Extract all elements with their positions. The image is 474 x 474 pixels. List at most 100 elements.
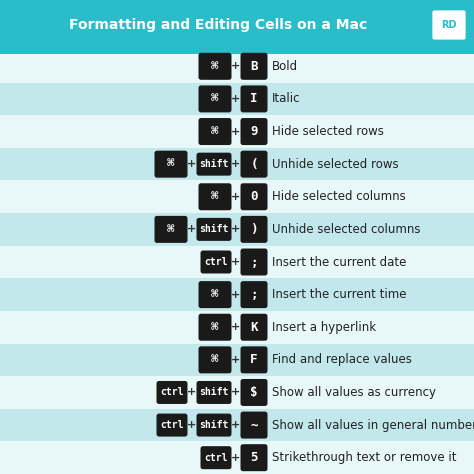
Text: Strikethrough text or remove it: Strikethrough text or remove it: [272, 451, 456, 464]
FancyBboxPatch shape: [0, 246, 474, 278]
FancyBboxPatch shape: [0, 25, 474, 50]
Text: shift: shift: [199, 224, 228, 234]
FancyBboxPatch shape: [0, 409, 474, 441]
Text: +: +: [187, 224, 197, 234]
FancyBboxPatch shape: [199, 53, 231, 80]
FancyBboxPatch shape: [0, 213, 474, 246]
Text: ⌘: ⌘: [211, 353, 219, 366]
FancyBboxPatch shape: [0, 82, 474, 115]
Text: ctrl: ctrl: [204, 453, 228, 463]
Text: Find and replace values: Find and replace values: [272, 353, 412, 366]
FancyBboxPatch shape: [240, 314, 267, 341]
Text: ⌘: ⌘: [211, 190, 219, 203]
Text: +: +: [231, 453, 241, 463]
Text: shift: shift: [199, 159, 228, 169]
Text: ⌘: ⌘: [211, 60, 219, 73]
Text: I: I: [250, 92, 258, 105]
Text: +: +: [231, 94, 241, 104]
Text: ⌘: ⌘: [211, 92, 219, 105]
Text: ⌘: ⌘: [167, 158, 175, 171]
Text: ctrl: ctrl: [204, 257, 228, 267]
FancyBboxPatch shape: [240, 281, 267, 308]
Text: ctrl: ctrl: [160, 420, 184, 430]
Text: ;: ;: [250, 288, 258, 301]
Text: 5: 5: [250, 451, 258, 464]
Text: +: +: [231, 387, 241, 398]
Text: +: +: [187, 387, 197, 398]
Text: Unhide selected rows: Unhide selected rows: [272, 158, 399, 171]
FancyBboxPatch shape: [0, 0, 474, 54]
Text: +: +: [187, 420, 197, 430]
FancyBboxPatch shape: [240, 53, 267, 80]
FancyBboxPatch shape: [240, 216, 267, 243]
Text: Formatting and Editing Cells on a Mac: Formatting and Editing Cells on a Mac: [69, 18, 367, 32]
FancyBboxPatch shape: [199, 85, 231, 112]
FancyBboxPatch shape: [431, 9, 467, 41]
FancyBboxPatch shape: [240, 151, 267, 178]
FancyBboxPatch shape: [0, 344, 474, 376]
FancyBboxPatch shape: [0, 376, 474, 409]
Text: Hide selected rows: Hide selected rows: [272, 125, 384, 138]
FancyBboxPatch shape: [0, 115, 474, 148]
FancyBboxPatch shape: [199, 183, 231, 210]
Text: +: +: [231, 159, 241, 169]
Text: +: +: [231, 322, 241, 332]
Text: +: +: [187, 159, 197, 169]
FancyBboxPatch shape: [197, 153, 231, 176]
FancyBboxPatch shape: [197, 414, 231, 437]
Text: 0: 0: [250, 190, 258, 203]
Text: ;: ;: [250, 255, 258, 268]
Text: +: +: [231, 257, 241, 267]
FancyBboxPatch shape: [199, 118, 231, 145]
Text: +: +: [231, 61, 241, 71]
FancyBboxPatch shape: [240, 118, 267, 145]
FancyBboxPatch shape: [199, 346, 231, 374]
FancyBboxPatch shape: [155, 216, 188, 243]
Text: +: +: [231, 355, 241, 365]
Text: +: +: [231, 127, 241, 137]
Text: Insert the current time: Insert the current time: [272, 288, 407, 301]
Text: ⌘: ⌘: [167, 223, 175, 236]
Text: RD: RD: [441, 20, 457, 30]
Text: F: F: [250, 353, 258, 366]
FancyBboxPatch shape: [240, 85, 267, 112]
FancyBboxPatch shape: [240, 411, 267, 438]
FancyBboxPatch shape: [155, 151, 188, 178]
FancyBboxPatch shape: [156, 381, 188, 404]
FancyBboxPatch shape: [0, 441, 474, 474]
FancyBboxPatch shape: [240, 444, 267, 471]
FancyBboxPatch shape: [156, 414, 188, 437]
Text: Unhide selected columns: Unhide selected columns: [272, 223, 420, 236]
Text: shift: shift: [199, 420, 228, 430]
FancyBboxPatch shape: [201, 250, 231, 273]
Text: ⌘: ⌘: [211, 125, 219, 138]
Text: Italic: Italic: [272, 92, 301, 105]
FancyBboxPatch shape: [197, 218, 231, 241]
Text: 9: 9: [250, 125, 258, 138]
Text: B: B: [250, 60, 258, 73]
Text: Insert the current date: Insert the current date: [272, 255, 406, 268]
Text: Show all values as currency: Show all values as currency: [272, 386, 436, 399]
FancyBboxPatch shape: [0, 311, 474, 344]
Text: K: K: [250, 321, 258, 334]
FancyBboxPatch shape: [240, 248, 267, 275]
Text: +: +: [231, 224, 241, 234]
FancyBboxPatch shape: [240, 379, 267, 406]
Text: ⌘: ⌘: [211, 321, 219, 334]
FancyBboxPatch shape: [199, 314, 231, 341]
Text: shift: shift: [199, 387, 228, 398]
Text: ctrl: ctrl: [160, 387, 184, 398]
FancyBboxPatch shape: [0, 278, 474, 311]
Text: ): ): [250, 223, 258, 236]
FancyBboxPatch shape: [0, 50, 474, 82]
FancyBboxPatch shape: [199, 281, 231, 308]
FancyBboxPatch shape: [197, 381, 231, 404]
FancyBboxPatch shape: [201, 446, 231, 469]
Text: (: (: [250, 158, 258, 171]
Text: +: +: [231, 420, 241, 430]
FancyBboxPatch shape: [0, 148, 474, 181]
FancyBboxPatch shape: [240, 346, 267, 374]
Text: $: $: [250, 386, 258, 399]
Text: Bold: Bold: [272, 60, 298, 73]
Text: +: +: [231, 192, 241, 202]
